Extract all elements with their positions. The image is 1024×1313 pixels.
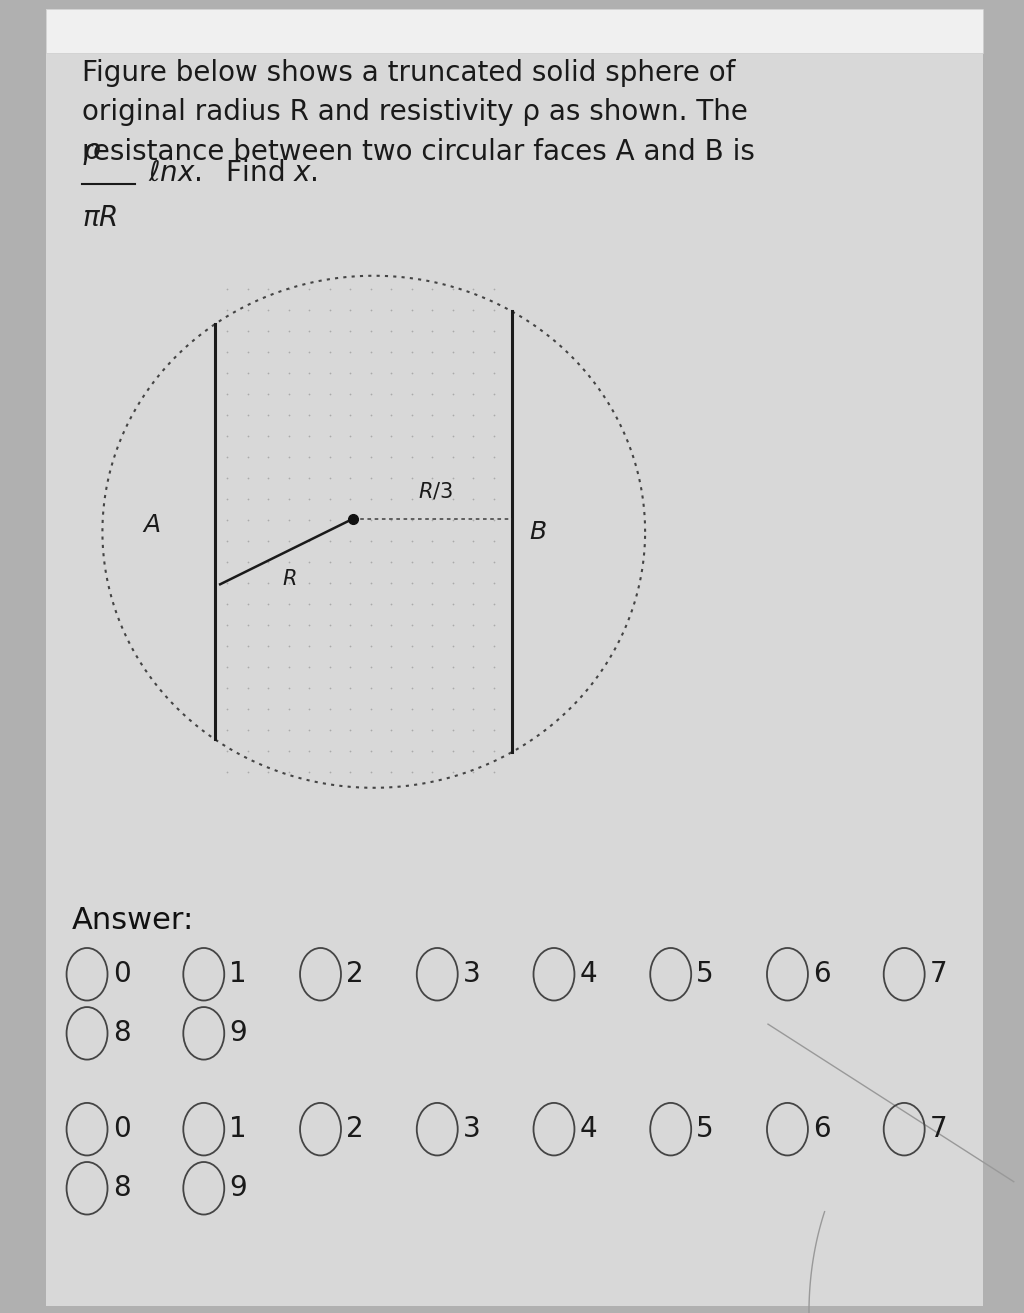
Text: $A$: $A$ [142,513,161,537]
Text: 6: 6 [813,1115,830,1144]
Text: $\ell nx.$  Find $x$.: $\ell nx.$ Find $x$. [148,159,318,188]
Text: $R/3$: $R/3$ [418,481,453,502]
Text: 1: 1 [229,1115,247,1144]
Text: resistance between two circular faces A and B is: resistance between two circular faces A … [82,138,755,165]
Text: Figure below shows a truncated solid sphere of: Figure below shows a truncated solid sph… [82,59,735,87]
Text: 7: 7 [930,960,947,989]
Text: 4: 4 [580,960,597,989]
Text: 6: 6 [813,960,830,989]
Text: Answer:: Answer: [72,906,194,935]
Text: 5: 5 [696,1115,714,1144]
Text: 0: 0 [113,1115,130,1144]
Text: 1: 1 [229,960,247,989]
Text: 0: 0 [113,960,130,989]
Text: 8: 8 [113,1019,130,1048]
FancyBboxPatch shape [46,9,983,1306]
Text: $\rho$: $\rho$ [82,139,101,167]
Text: original radius R and resistivity ρ as shown. The: original radius R and resistivity ρ as s… [82,98,748,126]
Text: 9: 9 [229,1019,247,1048]
Text: 5: 5 [696,960,714,989]
Text: $B$: $B$ [528,520,547,544]
Text: $R$: $R$ [282,569,296,588]
Text: 4: 4 [580,1115,597,1144]
FancyBboxPatch shape [46,9,983,53]
Text: 3: 3 [463,1115,480,1144]
Text: 2: 2 [346,960,364,989]
Text: 9: 9 [229,1174,247,1203]
Text: $\pi R$: $\pi R$ [82,204,118,231]
Text: 2: 2 [346,1115,364,1144]
Text: 3: 3 [463,960,480,989]
Text: 7: 7 [930,1115,947,1144]
Text: 8: 8 [113,1174,130,1203]
